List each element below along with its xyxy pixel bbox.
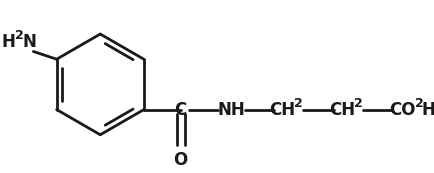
Text: C: C [174,101,186,119]
Text: 2: 2 [294,97,302,110]
Text: CH: CH [329,101,355,119]
Text: CO: CO [388,101,415,119]
Text: N: N [23,33,36,51]
Text: O: O [173,151,187,169]
Text: 2: 2 [414,97,422,110]
Text: H: H [1,33,15,51]
Text: 2: 2 [354,97,362,110]
Text: H: H [421,101,434,119]
Text: NH: NH [217,101,244,119]
Text: 2: 2 [14,29,23,43]
Text: CH: CH [269,101,295,119]
